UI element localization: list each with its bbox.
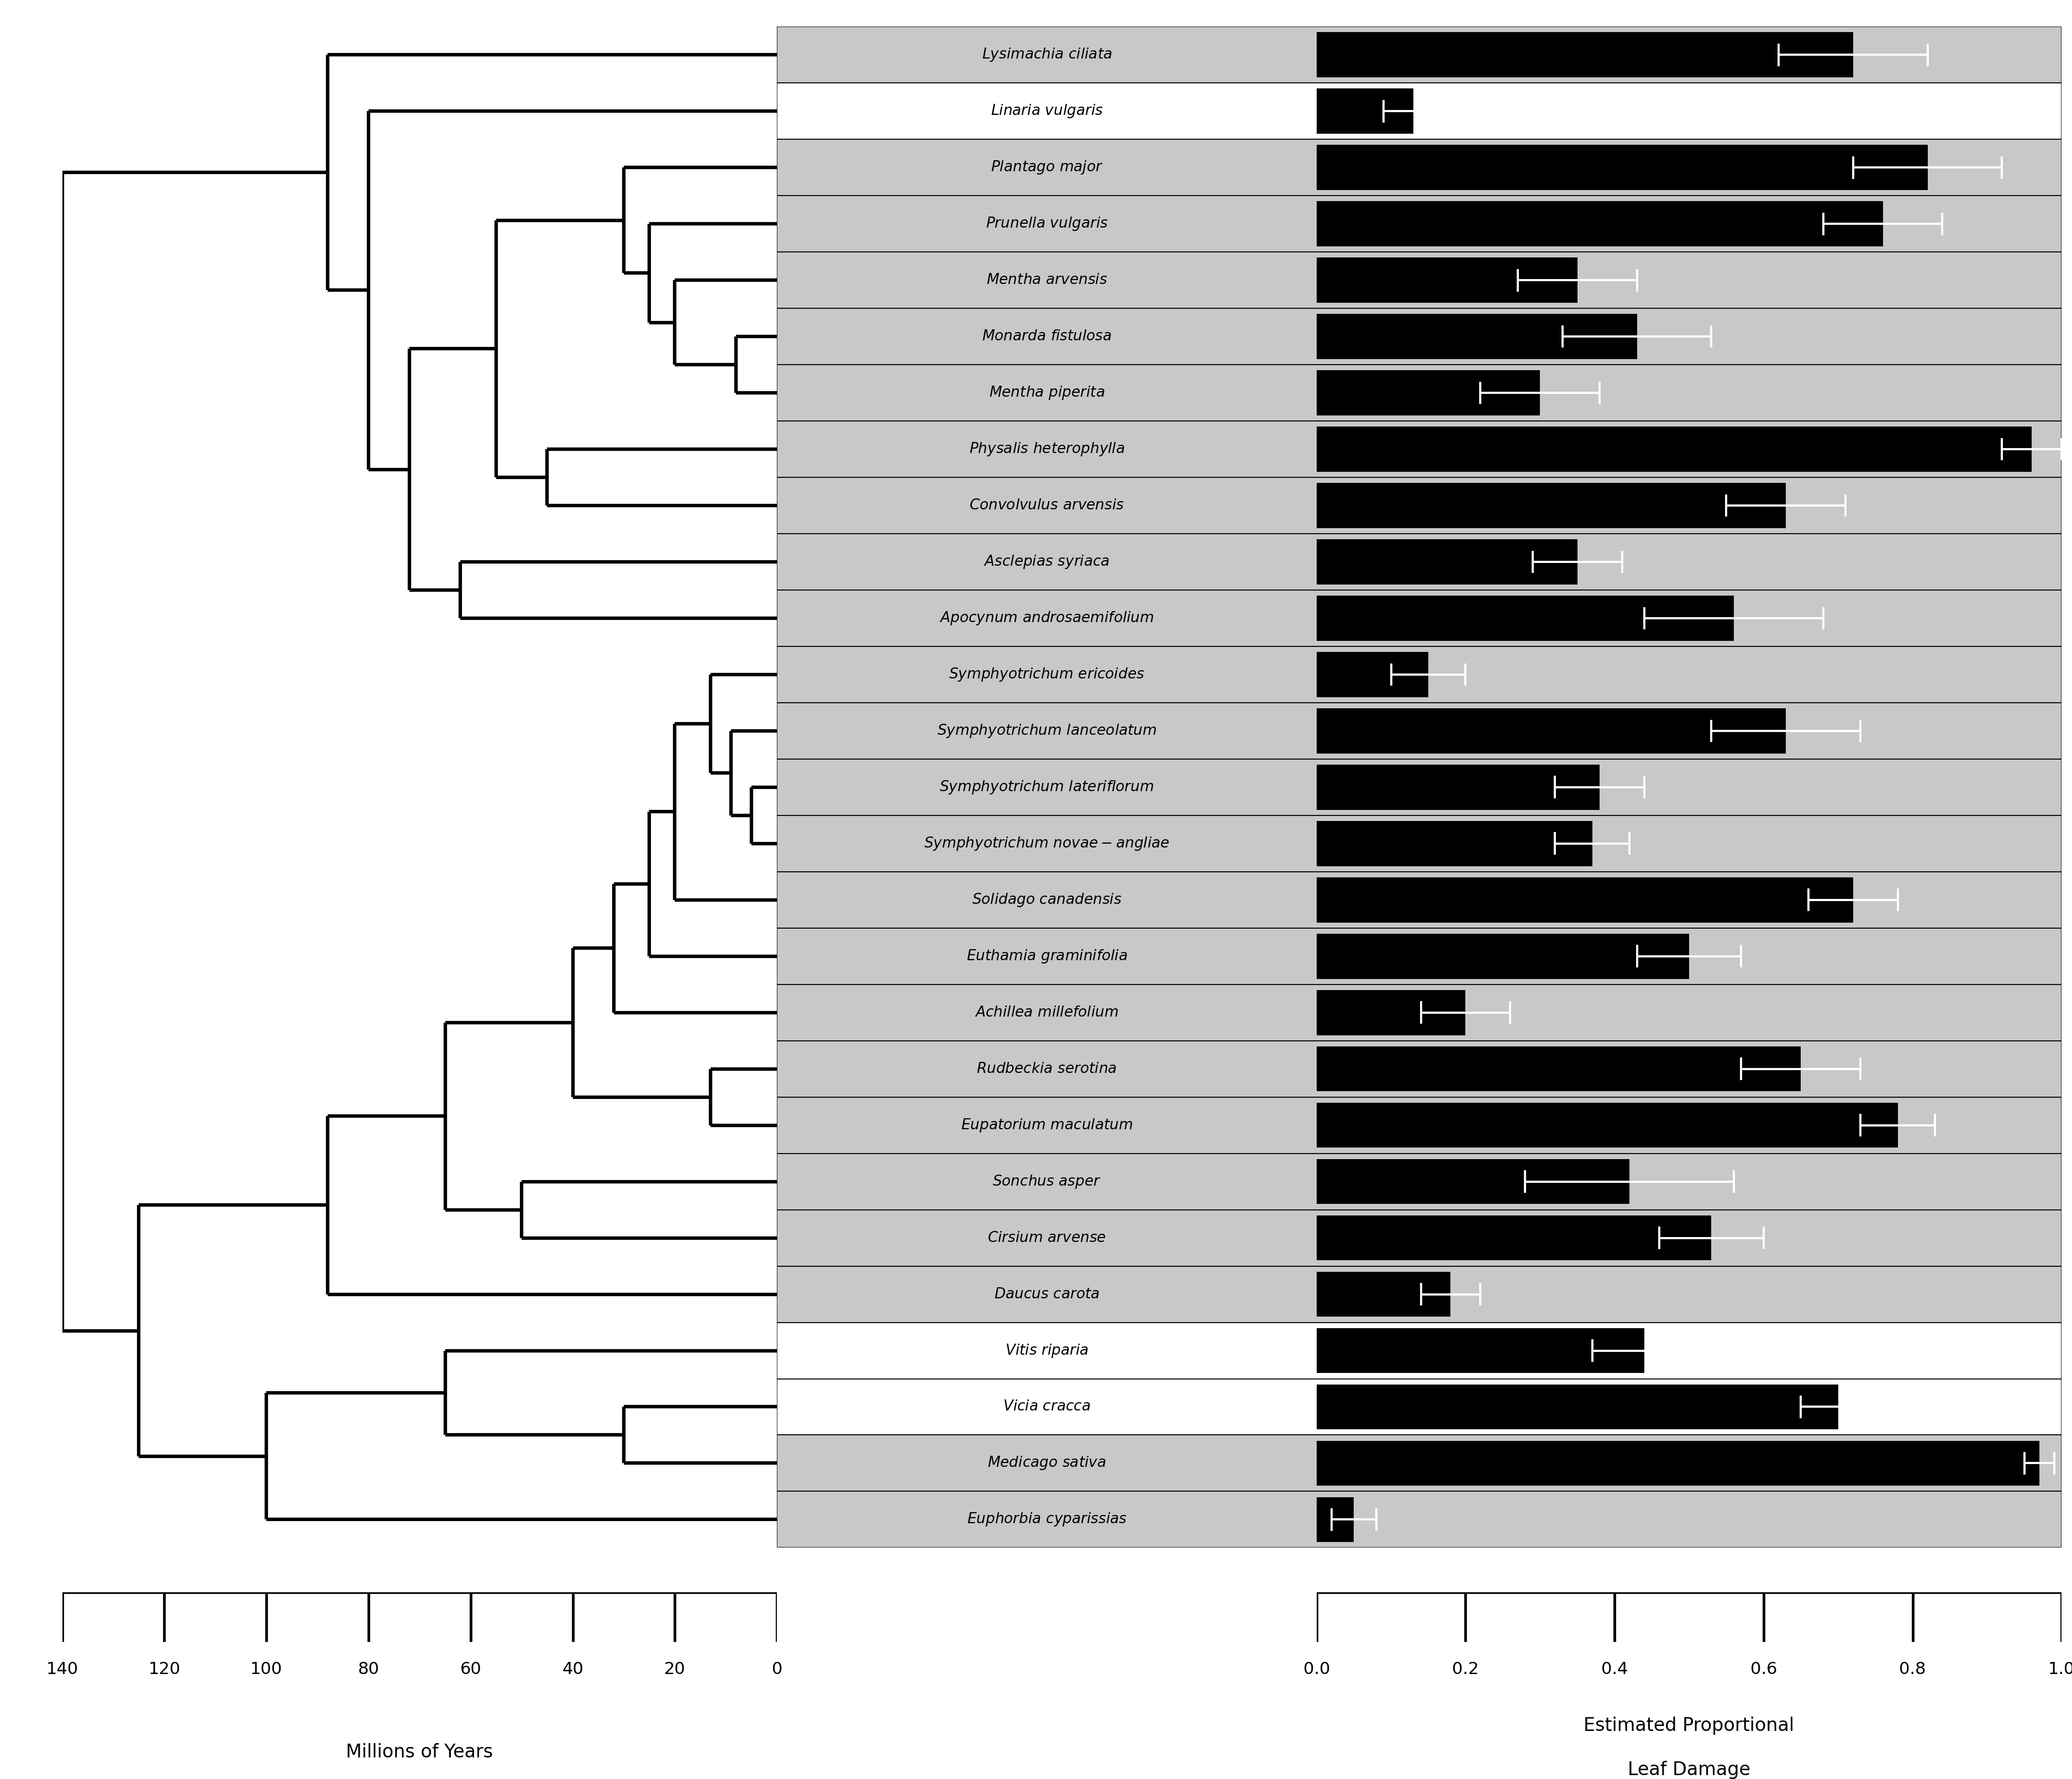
- Text: $\it{Monarda\ fistulosa}$: $\it{Monarda\ fistulosa}$: [982, 329, 1113, 343]
- Text: 0.8: 0.8: [1900, 1662, 1927, 1678]
- Text: $\it{Symphyotrichum\ ericoides}$: $\it{Symphyotrichum\ ericoides}$: [949, 667, 1144, 683]
- Text: 1.0: 1.0: [2049, 1662, 2072, 1678]
- Bar: [777, 196, 2062, 253]
- Bar: [1316, 89, 1413, 133]
- Text: 0: 0: [771, 1662, 783, 1678]
- Bar: [777, 308, 2062, 365]
- Text: $\it{Medicago\ sativa}$: $\it{Medicago\ sativa}$: [988, 1455, 1106, 1471]
- Bar: [1316, 708, 1786, 754]
- Bar: [1316, 596, 1734, 640]
- Bar: [1316, 258, 1577, 302]
- Bar: [1316, 1160, 1629, 1204]
- Text: 80: 80: [358, 1662, 379, 1678]
- Text: $\it{Euthamia\ graminifolia}$: $\it{Euthamia\ graminifolia}$: [966, 948, 1127, 964]
- Bar: [1316, 146, 1927, 190]
- Text: 100: 100: [251, 1662, 282, 1678]
- Bar: [1316, 765, 1600, 809]
- Bar: [777, 422, 2062, 477]
- Text: $\it{Lysimachia\ ciliata}$: $\it{Lysimachia\ ciliata}$: [982, 46, 1113, 62]
- Bar: [1316, 877, 1852, 923]
- Text: $\it{Eupatorium\ maculatum}$: $\it{Eupatorium\ maculatum}$: [961, 1117, 1133, 1133]
- Bar: [1316, 1272, 1450, 1316]
- Bar: [1316, 427, 2033, 471]
- Bar: [1316, 370, 1539, 416]
- Text: $\it{Cirsium\ arvense}$: $\it{Cirsium\ arvense}$: [988, 1231, 1106, 1245]
- Text: $\it{Euphorbia\ cyparissias}$: $\it{Euphorbia\ cyparissias}$: [968, 1512, 1127, 1528]
- Bar: [777, 872, 2062, 929]
- Bar: [1316, 989, 1465, 1035]
- Bar: [1316, 1215, 1711, 1260]
- Text: 0.4: 0.4: [1602, 1662, 1629, 1678]
- Bar: [777, 1379, 2062, 1436]
- Bar: [777, 1098, 2062, 1153]
- Bar: [777, 84, 2062, 139]
- Text: $\it{Vitis\ riparia}$: $\it{Vitis\ riparia}$: [1005, 1343, 1088, 1359]
- Bar: [777, 1436, 2062, 1491]
- Text: $\it{Daucus\ carota}$: $\it{Daucus\ carota}$: [995, 1286, 1100, 1302]
- Bar: [777, 477, 2062, 534]
- Text: 40: 40: [562, 1662, 584, 1678]
- Bar: [777, 703, 2062, 760]
- Bar: [1316, 539, 1577, 585]
- Text: Estimated Proportional: Estimated Proportional: [1583, 1717, 1794, 1735]
- Bar: [777, 1267, 2062, 1322]
- Bar: [777, 1041, 2062, 1098]
- Text: $\it{Convolvulus\ arvensis}$: $\it{Convolvulus\ arvensis}$: [970, 498, 1125, 512]
- Text: $\it{Symphyotrichum\ lateriflorum}$: $\it{Symphyotrichum\ lateriflorum}$: [939, 779, 1154, 795]
- Bar: [777, 984, 2062, 1041]
- Text: $\it{Prunella\ vulgaris}$: $\it{Prunella\ vulgaris}$: [986, 215, 1109, 231]
- Text: 140: 140: [46, 1662, 79, 1678]
- Text: 60: 60: [460, 1662, 481, 1678]
- Bar: [777, 365, 2062, 422]
- Bar: [777, 27, 2062, 84]
- Text: 0.6: 0.6: [1751, 1662, 1778, 1678]
- Bar: [777, 1322, 2062, 1379]
- Text: $\it{Asclepias\ syriaca}$: $\it{Asclepias\ syriaca}$: [984, 553, 1111, 569]
- Text: $\it{Linaria\ vulgaris}$: $\it{Linaria\ vulgaris}$: [990, 103, 1102, 119]
- Text: $\it{Rudbeckia\ serotina}$: $\it{Rudbeckia\ serotina}$: [976, 1062, 1117, 1076]
- Bar: [1316, 1327, 1645, 1373]
- Bar: [1316, 651, 1428, 697]
- Bar: [777, 815, 2062, 872]
- Text: $\it{Apocynum\ androsaemifolium}$: $\it{Apocynum\ androsaemifolium}$: [939, 610, 1154, 626]
- Text: $\it{Achillea\ millefolium}$: $\it{Achillea\ millefolium}$: [976, 1005, 1119, 1019]
- Bar: [1316, 822, 1591, 866]
- Bar: [1316, 484, 1786, 528]
- Bar: [777, 534, 2062, 591]
- Bar: [1316, 1046, 1801, 1092]
- Text: $\it{Symphyotrichum\ novae-angliae}$: $\it{Symphyotrichum\ novae-angliae}$: [924, 836, 1169, 852]
- Bar: [777, 253, 2062, 308]
- Bar: [777, 1153, 2062, 1210]
- Text: 120: 120: [149, 1662, 180, 1678]
- Bar: [777, 591, 2062, 646]
- Text: $\it{Vicia\ cracca}$: $\it{Vicia\ cracca}$: [1003, 1400, 1090, 1414]
- Text: $\it{Mentha\ arvensis}$: $\it{Mentha\ arvensis}$: [986, 272, 1106, 288]
- Bar: [777, 760, 2062, 815]
- Bar: [1316, 1384, 1838, 1430]
- Text: 0.0: 0.0: [1303, 1662, 1330, 1678]
- Text: $\it{Mentha\ piperita}$: $\it{Mentha\ piperita}$: [988, 384, 1104, 400]
- Text: Leaf Damage: Leaf Damage: [1629, 1761, 1751, 1779]
- Text: $\it{Solidago\ canadensis}$: $\it{Solidago\ canadensis}$: [972, 891, 1121, 907]
- Text: 20: 20: [665, 1662, 686, 1678]
- Text: $\it{Plantago\ major}$: $\it{Plantago\ major}$: [990, 160, 1102, 176]
- Bar: [1316, 1498, 1353, 1542]
- Bar: [1316, 315, 1637, 359]
- Bar: [777, 929, 2062, 984]
- Text: $\it{Physalis\ heterophylla}$: $\it{Physalis\ heterophylla}$: [970, 441, 1125, 457]
- Bar: [777, 1491, 2062, 1548]
- Bar: [1316, 934, 1689, 978]
- Bar: [777, 646, 2062, 703]
- Text: Millions of Years: Millions of Years: [346, 1743, 493, 1761]
- Bar: [1316, 32, 1852, 78]
- Bar: [1316, 201, 1883, 247]
- Text: $\it{Sonchus\ asper}$: $\it{Sonchus\ asper}$: [992, 1174, 1100, 1190]
- Bar: [777, 139, 2062, 196]
- Bar: [777, 1210, 2062, 1267]
- Text: $\it{Symphyotrichum\ lanceolatum}$: $\it{Symphyotrichum\ lanceolatum}$: [937, 722, 1156, 738]
- Bar: [1316, 1103, 1898, 1147]
- Bar: [1316, 1441, 2039, 1485]
- Text: 0.2: 0.2: [1452, 1662, 1479, 1678]
